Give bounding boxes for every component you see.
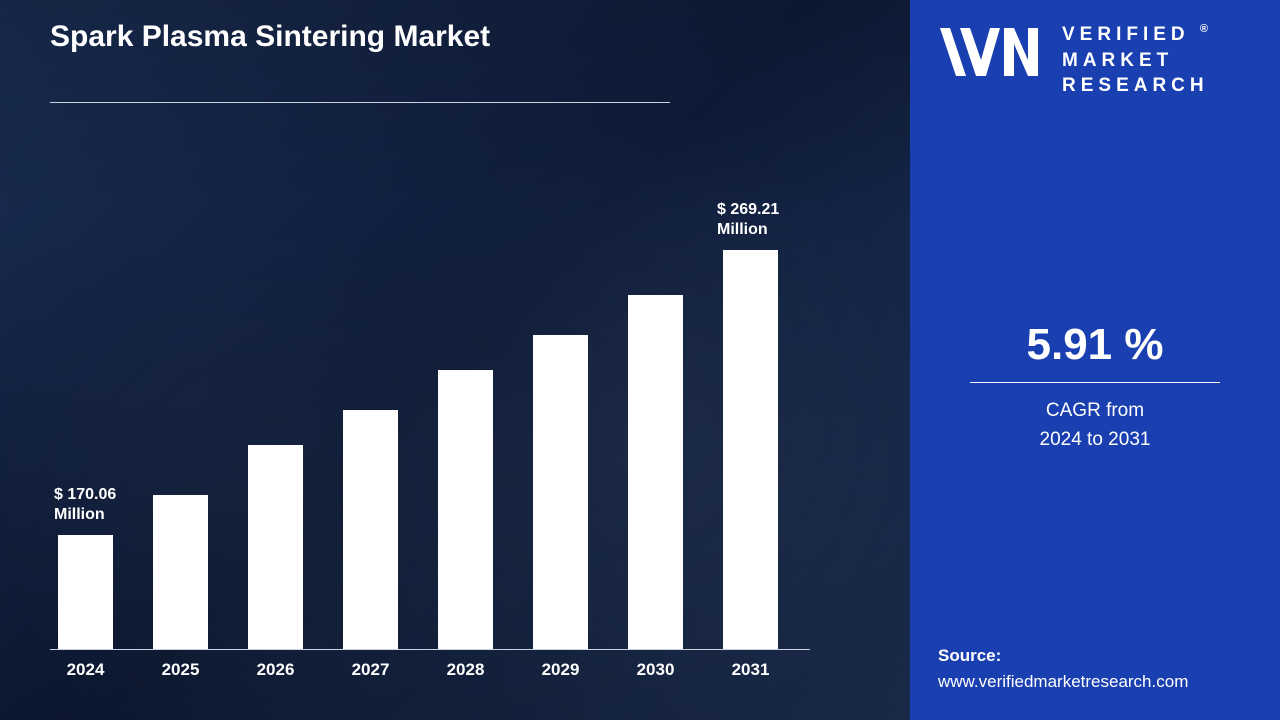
x-label: 2024 xyxy=(58,660,113,680)
logo-line3: RESEARCH xyxy=(1062,75,1209,96)
x-label: 2030 xyxy=(628,660,683,680)
x-label: 2028 xyxy=(438,660,493,680)
bar-2028 xyxy=(438,370,493,650)
x-label: 2026 xyxy=(248,660,303,680)
cagr-value: 5.91 % xyxy=(910,320,1280,370)
bar xyxy=(628,295,683,650)
bar-2030 xyxy=(628,295,683,650)
logo: VERIFIED ® MARKET RESEARCH xyxy=(938,22,1256,99)
cagr-block: 5.91 % CAGR from 2024 to 2031 xyxy=(910,320,1280,454)
cagr-underline xyxy=(970,382,1220,383)
bar-2031: $ 269.21 Million xyxy=(723,250,778,650)
bar-value-label-first: $ 170.06 Million xyxy=(54,485,116,525)
bar xyxy=(533,335,588,650)
left-panel: Spark Plasma Sintering Market $ 170.06 M… xyxy=(0,0,910,720)
bar-2024: $ 170.06 Million xyxy=(58,535,113,650)
x-label: 2029 xyxy=(533,660,588,680)
cagr-caption-line1: CAGR from xyxy=(1046,400,1144,421)
right-panel: VERIFIED ® MARKET RESEARCH 5.91 % CAGR f… xyxy=(910,0,1280,720)
registered-icon: ® xyxy=(1200,23,1213,35)
bar xyxy=(438,370,493,650)
bar xyxy=(153,495,208,650)
bar-2026 xyxy=(248,445,303,650)
x-label: 2031 xyxy=(723,660,778,680)
bar xyxy=(723,250,778,650)
logo-line2: MARKET xyxy=(1062,50,1173,71)
bar-2027 xyxy=(343,410,398,650)
infographic-container: Spark Plasma Sintering Market $ 170.06 M… xyxy=(0,0,1280,720)
x-label: 2025 xyxy=(153,660,208,680)
logo-text: VERIFIED ® MARKET RESEARCH xyxy=(1062,22,1213,99)
bar xyxy=(248,445,303,650)
x-label: 2027 xyxy=(343,660,398,680)
bar xyxy=(58,535,113,650)
first-label-bottom: Million xyxy=(54,506,105,523)
bar xyxy=(343,410,398,650)
first-label-top: $ 170.06 xyxy=(54,486,116,503)
last-label-top: $ 269.21 xyxy=(717,201,779,218)
source-label: Source: xyxy=(938,643,1188,669)
page-title: Spark Plasma Sintering Market xyxy=(50,20,870,54)
cagr-caption-line2: 2024 to 2031 xyxy=(1040,429,1151,450)
bar-chart: $ 170.06 Million xyxy=(50,220,810,680)
bar-2025 xyxy=(153,495,208,650)
cagr-caption: CAGR from 2024 to 2031 xyxy=(910,397,1280,454)
last-label-bottom: Million xyxy=(717,221,768,238)
source-url: www.verifiedmarketresearch.com xyxy=(938,669,1188,695)
title-underline xyxy=(50,102,670,103)
source-block: Source: www.verifiedmarketresearch.com xyxy=(938,643,1188,694)
x-axis-labels: 2024 2025 2026 2027 2028 2029 2030 2031 xyxy=(58,660,778,680)
bar-value-label-last: $ 269.21 Million xyxy=(717,200,779,240)
vmr-logo-icon xyxy=(938,22,1048,86)
chart-baseline xyxy=(50,649,810,650)
bar-2029 xyxy=(533,335,588,650)
logo-line1: VERIFIED xyxy=(1062,24,1190,45)
bars-group: $ 170.06 Million xyxy=(58,250,778,650)
